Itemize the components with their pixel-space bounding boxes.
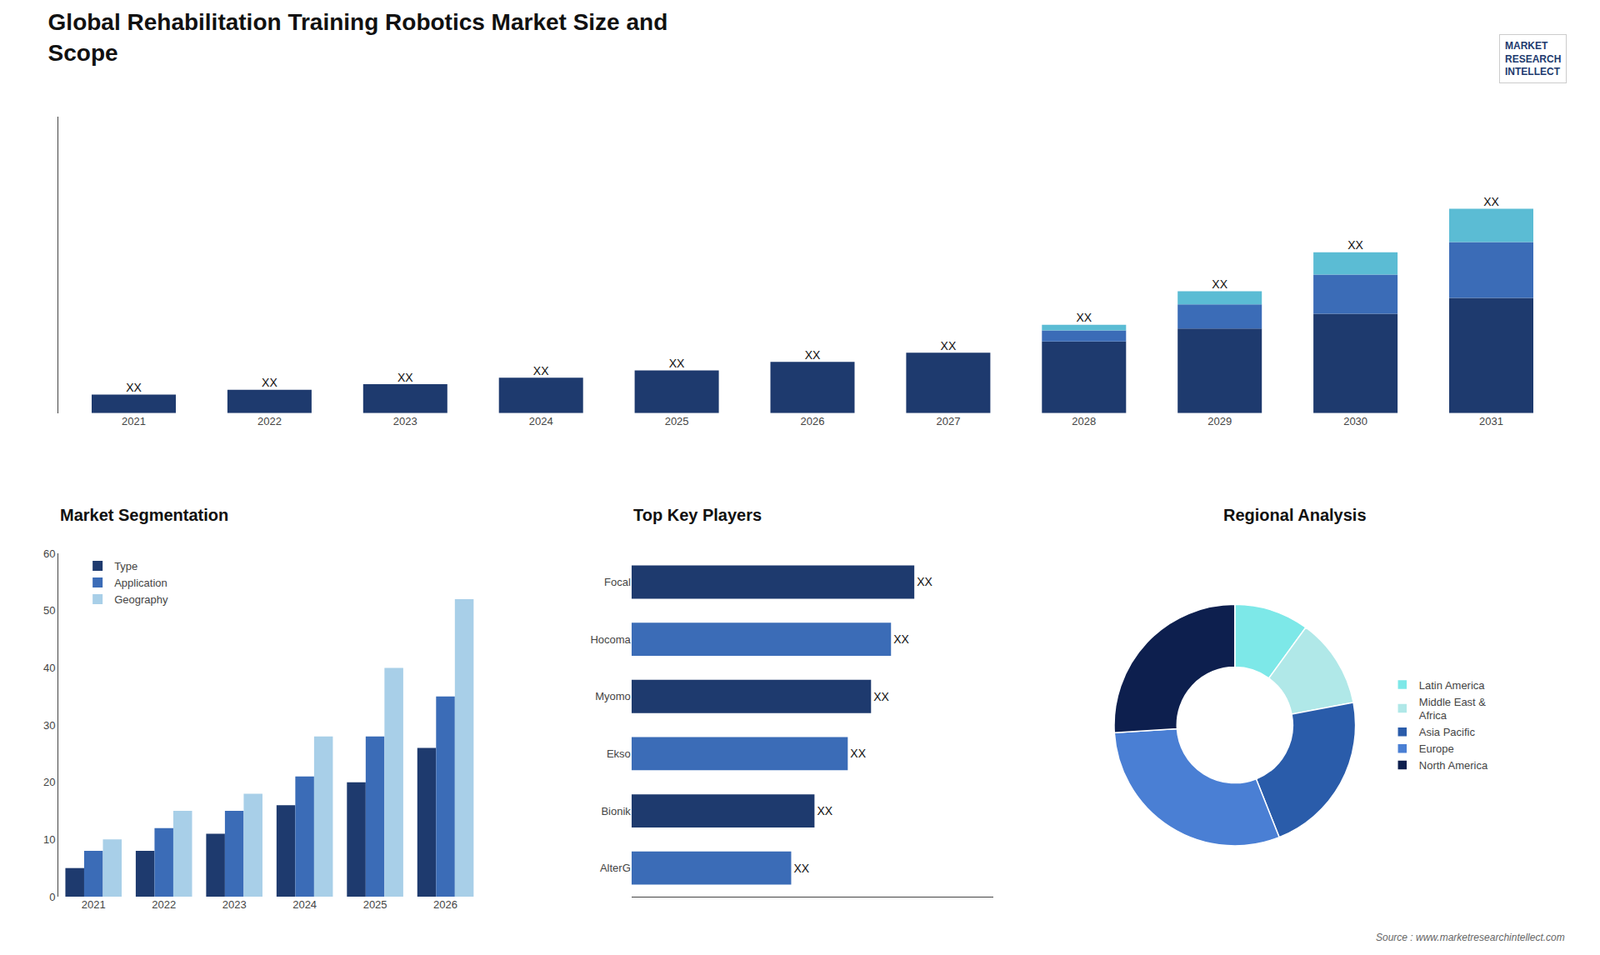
svg-text:XX: XX (533, 364, 550, 378)
svg-text:AlterG: AlterG (600, 861, 631, 875)
svg-text:XX: XX (125, 380, 142, 395)
svg-text:XX: XX (850, 746, 866, 760)
svg-text:XX: XX (1347, 238, 1364, 252)
svg-text:Focal: Focal (604, 575, 631, 589)
svg-text:XX: XX (893, 632, 910, 646)
svg-text:XX: XX (669, 356, 685, 370)
svg-text:2030: 2030 (1343, 415, 1368, 428)
svg-text:XX: XX (816, 804, 833, 818)
svg-text:2028: 2028 (1071, 415, 1096, 428)
svg-text:Asia Pacific: Asia Pacific (1419, 725, 1476, 739)
svg-text:Latin America: Latin America (1419, 679, 1486, 692)
svg-text:2025: 2025 (665, 415, 690, 428)
svg-text:2025: 2025 (363, 898, 388, 911)
svg-text:Regional Analysis: Regional Analysis (1223, 505, 1367, 525)
svg-text:2024: 2024 (529, 415, 554, 428)
svg-text:20: 20 (43, 775, 55, 789)
svg-text:2023: 2023 (393, 415, 418, 428)
svg-text:2026: 2026 (800, 415, 825, 428)
svg-text:MARKETRESEARCHINTELLECT: MARKETRESEARCHINTELLECT (1505, 40, 1561, 78)
svg-text:North America: North America (1419, 759, 1489, 772)
svg-text:30: 30 (43, 719, 55, 732)
svg-text:0: 0 (49, 890, 55, 904)
svg-text:Global Rehabilitation Training: Global Rehabilitation Training Robotics … (48, 9, 669, 65)
svg-text:Myomo: Myomo (595, 690, 631, 703)
svg-text:Ekso: Ekso (606, 747, 631, 760)
svg-text:XX: XX (916, 575, 933, 589)
svg-text:XX: XX (940, 339, 957, 353)
svg-text:XX: XX (1075, 310, 1092, 325)
svg-text:2022: 2022 (151, 898, 176, 911)
svg-text:Bionik: Bionik (600, 805, 631, 818)
svg-text:2024: 2024 (292, 898, 317, 911)
svg-text:Geography: Geography (114, 593, 169, 606)
svg-text:2031: 2031 (1479, 415, 1504, 428)
svg-text:Type: Type (114, 560, 138, 573)
svg-text:10: 10 (43, 833, 55, 846)
svg-text:Europe: Europe (1419, 742, 1455, 755)
svg-text:XX: XX (1483, 195, 1500, 209)
svg-text:2029: 2029 (1207, 415, 1232, 428)
svg-text:XX: XX (261, 375, 278, 390)
svg-text:40: 40 (43, 661, 55, 675)
svg-text:2021: 2021 (81, 898, 106, 911)
svg-text:2026: 2026 (433, 898, 458, 911)
svg-text:Top Key Players: Top Key Players (633, 505, 762, 525)
svg-text:Hocoma: Hocoma (590, 633, 631, 646)
svg-text:2021: 2021 (121, 415, 146, 428)
svg-text:Market Segmentation: Market Segmentation (60, 505, 229, 525)
svg-text:2027: 2027 (935, 415, 960, 428)
svg-text:XX: XX (793, 861, 810, 875)
svg-text:Application: Application (114, 576, 168, 590)
svg-text:XX: XX (873, 690, 890, 704)
svg-text:50: 50 (43, 604, 55, 617)
svg-text:2023: 2023 (222, 898, 247, 911)
svg-text:XX: XX (1211, 277, 1228, 291)
svg-text:60: 60 (43, 547, 55, 560)
svg-text:Middle East &Africa: Middle East &Africa (1419, 695, 1487, 723)
svg-text:XX: XX (805, 348, 821, 362)
svg-text:Source : www.marketresearchint: Source : www.marketresearchintellect.com (1375, 931, 1565, 944)
svg-text:XX: XX (397, 370, 414, 385)
svg-text:2022: 2022 (257, 415, 282, 428)
